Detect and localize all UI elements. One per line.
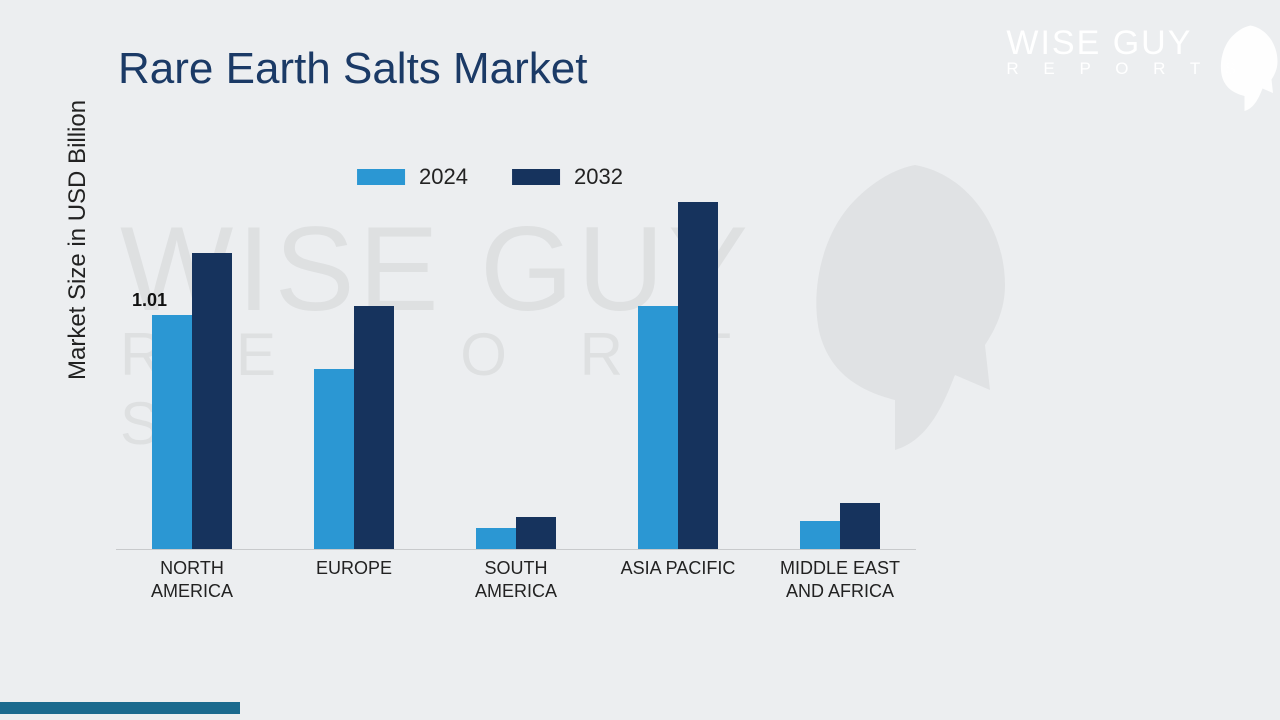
category-label: ASIA PACIFIC — [608, 557, 748, 580]
bar-2032 — [840, 503, 880, 549]
y-axis-label: Market Size in USD Billion — [64, 100, 92, 380]
bar-2024 — [314, 369, 354, 549]
brand-head-icon — [1204, 24, 1280, 114]
bar-pair — [314, 306, 394, 549]
bar-2024 — [476, 528, 516, 549]
bar-group: EUROPE — [294, 179, 414, 549]
bottom-accent-bar — [0, 702, 240, 714]
category-label: EUROPE — [284, 557, 424, 580]
category-label: NORTH AMERICA — [122, 557, 262, 602]
category-label: MIDDLE EAST AND AFRICA — [770, 557, 910, 602]
bar-pair — [800, 503, 880, 549]
bar-2024 — [152, 315, 192, 549]
bar-pair — [476, 517, 556, 549]
bar-group: SOUTH AMERICA — [456, 179, 576, 549]
plot-area: NORTH AMERICA1.01 EUROPE SOUTH AMERICA ASIA… — [116, 180, 916, 550]
value-label: 1.01 — [132, 290, 167, 311]
bar-group: MIDDLE EAST AND AFRICA — [780, 179, 900, 549]
bar-2024 — [638, 306, 678, 549]
bar-pair — [638, 202, 718, 549]
bar-2032 — [354, 306, 394, 549]
stage: WISE GUY R E P O R T S Rare Earth Salts … — [0, 0, 1280, 720]
bar-2032 — [678, 202, 718, 549]
bar-2024 — [800, 521, 840, 549]
bar-group: NORTH AMERICA1.01 — [132, 179, 252, 549]
chart-title: Rare Earth Salts Market — [118, 44, 588, 94]
bar-2032 — [516, 517, 556, 549]
chart-area: Market Size in USD Billion 2024 2032 NOR… — [60, 150, 920, 630]
bar-2032 — [192, 253, 232, 549]
bar-group: ASIA PACIFIC — [618, 179, 738, 549]
category-label: SOUTH AMERICA — [446, 557, 586, 602]
